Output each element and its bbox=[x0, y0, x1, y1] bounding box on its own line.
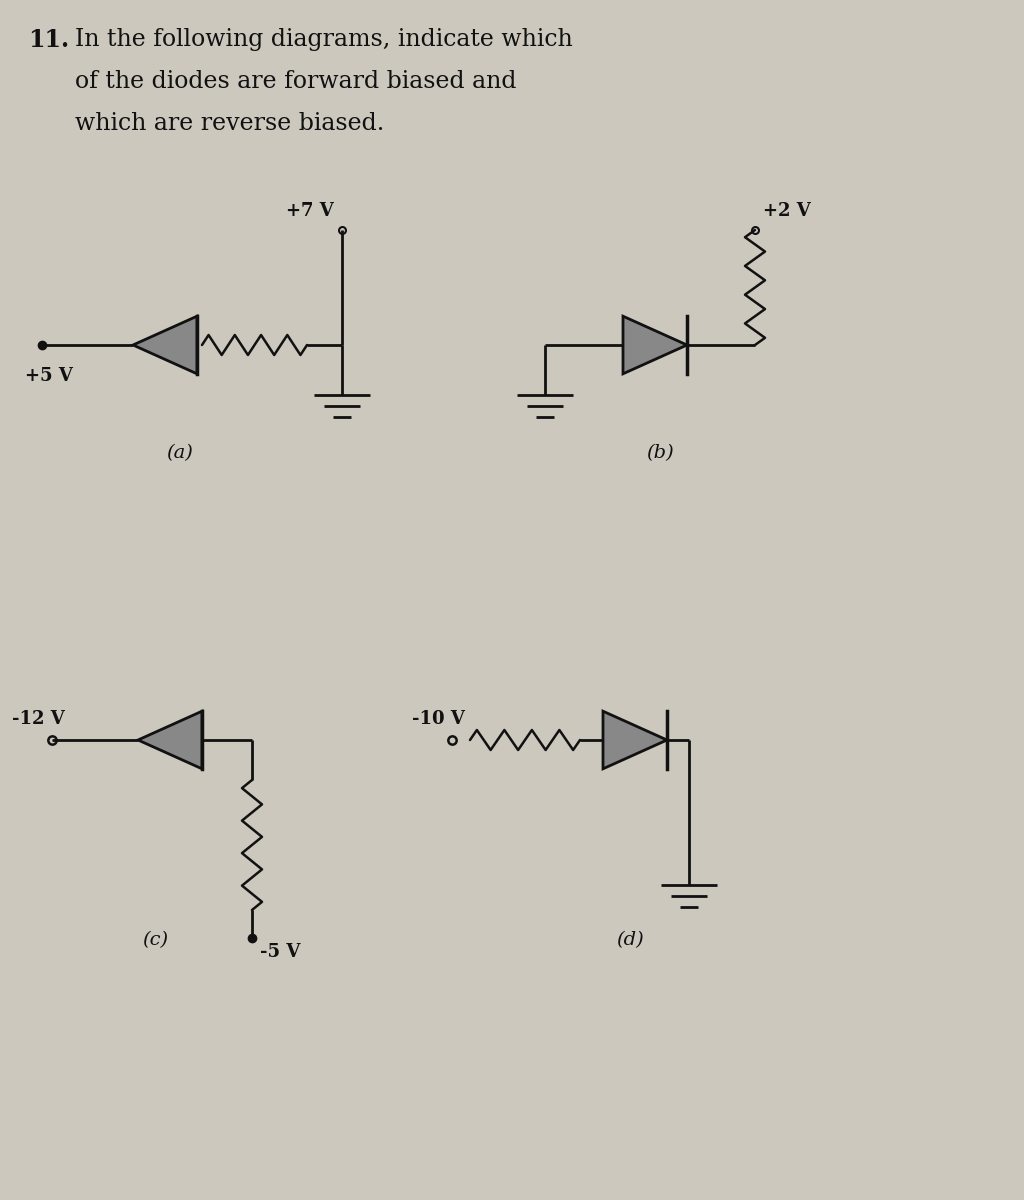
Text: of the diodes are forward biased and: of the diodes are forward biased and bbox=[75, 70, 516, 92]
Text: -12 V: -12 V bbox=[12, 710, 65, 728]
Polygon shape bbox=[603, 712, 667, 769]
Text: +2 V: +2 V bbox=[763, 202, 811, 220]
Polygon shape bbox=[133, 316, 197, 373]
Polygon shape bbox=[138, 712, 202, 769]
Text: (b): (b) bbox=[646, 444, 674, 462]
Text: In the following diagrams, indicate which: In the following diagrams, indicate whic… bbox=[75, 28, 572, 50]
Text: (a): (a) bbox=[167, 444, 194, 462]
Text: +5 V: +5 V bbox=[25, 367, 73, 385]
Text: -5 V: -5 V bbox=[260, 943, 300, 961]
Text: -10 V: -10 V bbox=[412, 710, 465, 728]
Text: (c): (c) bbox=[142, 931, 168, 949]
Text: which are reverse biased.: which are reverse biased. bbox=[75, 112, 384, 134]
Text: 11.: 11. bbox=[28, 28, 70, 52]
Text: +7 V: +7 V bbox=[287, 202, 334, 220]
Polygon shape bbox=[623, 316, 687, 373]
Text: (d): (d) bbox=[616, 931, 644, 949]
